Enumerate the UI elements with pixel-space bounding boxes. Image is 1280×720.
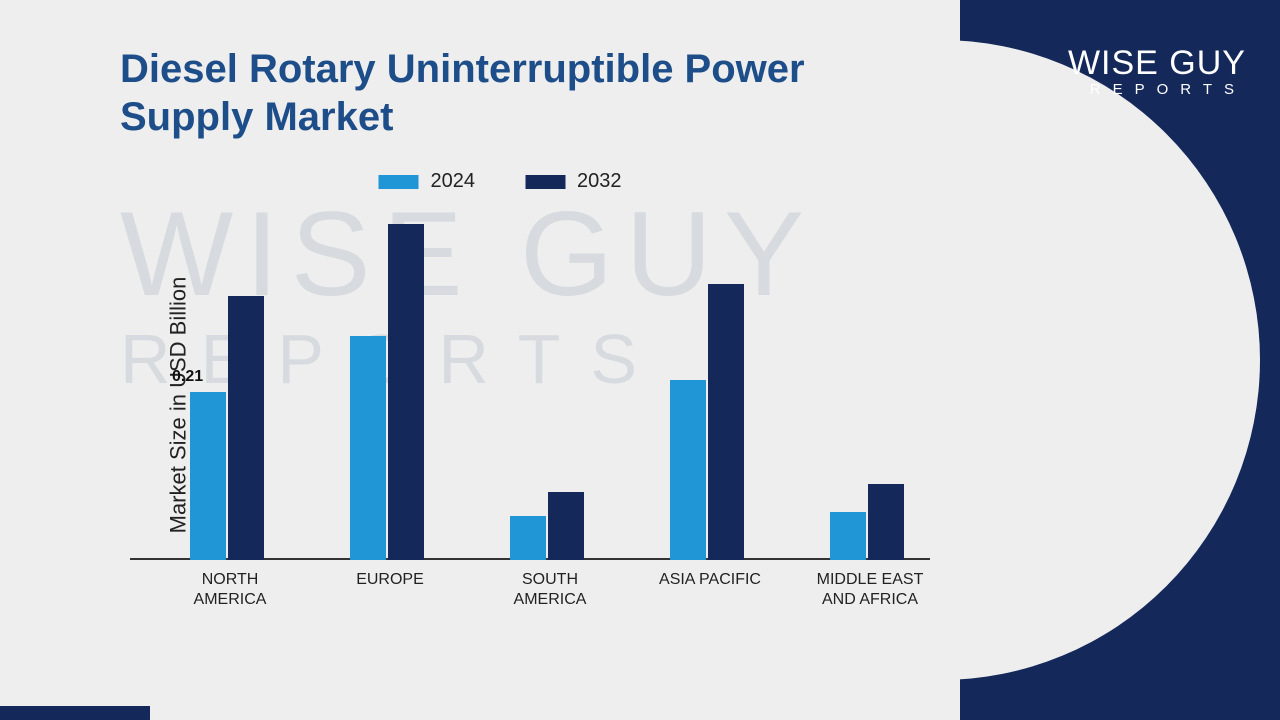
x-axis-category-label: MIDDLE EAST AND AFRICA bbox=[810, 560, 930, 610]
x-axis-category-label: SOUTH AMERICA bbox=[490, 560, 610, 610]
bar-2024 bbox=[830, 512, 866, 560]
bar-chart: Market Size in USD Billion 2024 2032 0.2… bbox=[60, 170, 940, 640]
legend-swatch-2024 bbox=[379, 175, 419, 189]
bar-value-label: 0.21 bbox=[172, 368, 203, 386]
x-axis-category-label: NORTH AMERICA bbox=[170, 560, 290, 610]
bar-2024 bbox=[510, 516, 546, 560]
bar-2032 bbox=[388, 224, 424, 560]
legend-item-2024: 2024 bbox=[379, 170, 476, 193]
bar-2024 bbox=[350, 336, 386, 560]
legend-item-2032: 2032 bbox=[525, 170, 622, 193]
legend-label-2024: 2024 bbox=[431, 170, 476, 193]
x-axis-category-label: EUROPE bbox=[330, 560, 450, 590]
legend: 2024 2032 bbox=[379, 170, 622, 193]
legend-label-2032: 2032 bbox=[577, 170, 622, 193]
logo-line1: WISE GUY bbox=[1068, 44, 1246, 83]
bar-2024 bbox=[670, 380, 706, 560]
bottom-accent-bar bbox=[0, 706, 150, 720]
x-axis-category-label: ASIA PACIFIC bbox=[650, 560, 770, 590]
bar-2032 bbox=[708, 284, 744, 560]
legend-swatch-2032 bbox=[525, 175, 565, 189]
bar-2032 bbox=[548, 492, 584, 560]
bar-2032 bbox=[868, 484, 904, 560]
stage: WISE GUY REPORTS Diesel Rotary Uninterru… bbox=[0, 0, 1280, 720]
bar-2024 bbox=[190, 392, 226, 560]
plot-area: 0.21NORTH AMERICAEUROPESOUTH AMERICAASIA… bbox=[130, 200, 930, 560]
logo-line2: REPORTS bbox=[1068, 81, 1246, 98]
bar-2032 bbox=[228, 296, 264, 560]
chart-title: Diesel Rotary Uninterruptible Power Supp… bbox=[120, 45, 880, 141]
brand-logo: WISE GUY REPORTS bbox=[1068, 44, 1246, 98]
